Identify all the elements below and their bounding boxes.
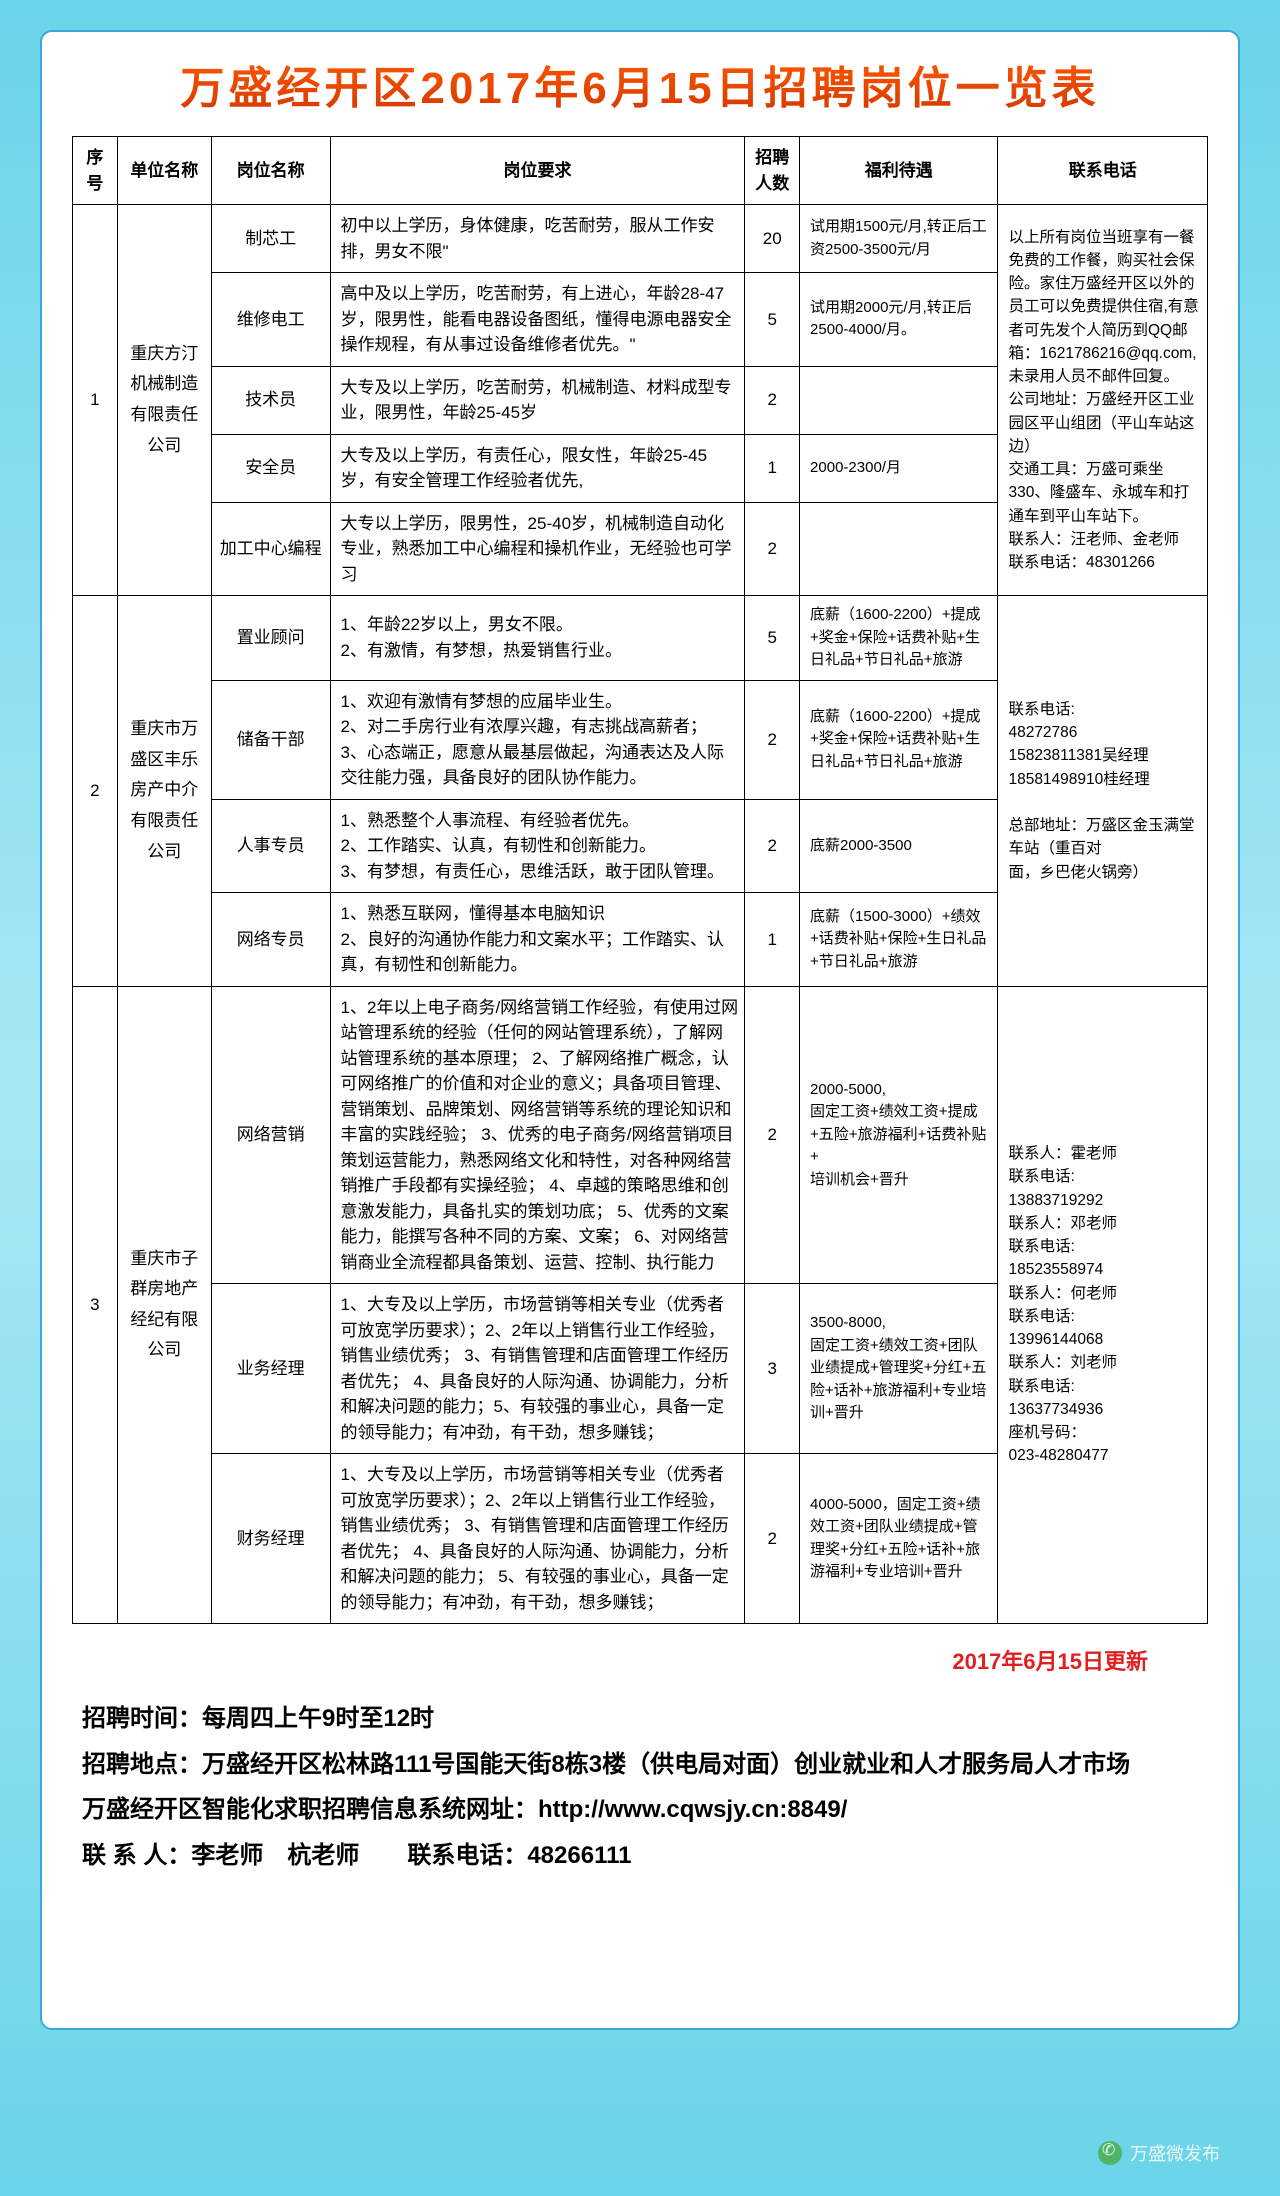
cell-benefits: 4000-5000，固定工资+绩效工资+团队业绩提成+管理奖+分红+五险+话补+…	[800, 1454, 998, 1624]
footer-block: 招聘时间：每周四上午9时至12时 招聘地点：万盛经开区松林路111号国能天街8栋…	[72, 1696, 1208, 1878]
footer-line3: 万盛经开区智能化求职招聘信息系统网址：http://www.cqwsjy.cn:…	[82, 1787, 1208, 1833]
cell-contact: 联系电话: 48272786 15823811381吴经理 1858149891…	[998, 596, 1208, 987]
footer-line4: 联 系 人：李老师 杭老师 联系电话：48266111	[82, 1833, 1208, 1879]
cell-num: 2	[745, 986, 800, 1284]
update-note: 2017年6月15日更新	[72, 1644, 1148, 1676]
cell-company: 重庆市万盛区丰乐房产中介有限责任公司	[117, 596, 211, 987]
cell-requirements: 大专及以上学历，吃苦耐劳，机械制造、材料成型专业，限男性，年龄25-45岁	[330, 366, 745, 434]
cell-benefits	[800, 366, 998, 434]
cell-position: 技术员	[211, 366, 330, 434]
cell-benefits: 底薪（1600-2200）+提成+奖金+保险+话费补贴+生日礼品+节日礼品+旅游	[800, 596, 998, 681]
wechat-icon	[1098, 2141, 1122, 2165]
cell-requirements: 大专以上学历，限男性，25-40岁，机械制造自动化专业，熟悉加工中心编程和操机作…	[330, 502, 745, 596]
cell-benefits: 2000-5000, 固定工资+绩效工资+提成+五险+旅游福利+话费补贴+ 培训…	[800, 986, 998, 1284]
cell-requirements: 1、熟悉互联网，懂得基本电脑知识 2、良好的沟通协作能力和文案水平；工作踏实、认…	[330, 893, 745, 987]
th-contact: 联系电话	[998, 137, 1208, 205]
table-body: 1重庆方汀机械制造有限责任公司制芯工初中以上学历，身体健康，吃苦耐劳，服从工作安…	[73, 205, 1208, 1624]
cell-requirements: 1、年龄22岁以上，男女不限。 2、有激情，有梦想，热爱销售行业。	[330, 596, 745, 681]
cell-num: 5	[745, 273, 800, 367]
cell-position: 安全员	[211, 434, 330, 502]
cell-benefits: 3500-8000, 固定工资+绩效工资+团队业绩提成+管理奖+分红+五险+话补…	[800, 1284, 998, 1454]
cell-benefits: 底薪（1600-2200）+提成+奖金+保险+话费补贴+生日礼品+节日礼品+旅游	[800, 680, 998, 799]
cell-requirements: 1、大专及以上学历，市场营销等相关专业（优秀者可放宽学历要求）；2、2年以上销售…	[330, 1284, 745, 1454]
cell-num: 2	[745, 366, 800, 434]
cell-position: 网络营销	[211, 986, 330, 1284]
th-benefits: 福利待遇	[800, 137, 998, 205]
cell-requirements: 大专及以上学历，有责任心，限女性，年龄25-45岁，有安全管理工作经验者优先,	[330, 434, 745, 502]
cell-requirements: 高中及以上学历，吃苦耐劳，有上进心，年龄28-47岁，限男性，能看电器设备图纸，…	[330, 273, 745, 367]
cell-company: 重庆方汀机械制造有限责任公司	[117, 205, 211, 596]
cell-position: 加工中心编程	[211, 502, 330, 596]
cell-position: 财务经理	[211, 1454, 330, 1624]
table-header-row: 序号 单位名称 岗位名称 岗位要求 招聘人数 福利待遇 联系电话	[73, 137, 1208, 205]
cell-requirements: 初中以上学历，身体健康，吃苦耐劳，服从工作安排，男女不限"	[330, 205, 745, 273]
cell-position: 网络专员	[211, 893, 330, 987]
cell-benefits: 底薪2000-3500	[800, 799, 998, 893]
cell-contact: 联系人：霍老师 联系电话: 13883719292 联系人：邓老师 联系电话: …	[998, 986, 1208, 1624]
cell-num: 2	[745, 799, 800, 893]
th-num: 招聘人数	[745, 137, 800, 205]
cell-seq: 3	[73, 986, 118, 1624]
cell-benefits: 底薪（1500-3000）+绩效+话费补贴+保险+生日礼品+节日礼品+旅游	[800, 893, 998, 987]
cell-company: 重庆市子群房地产经纪有限公司	[117, 986, 211, 1624]
cell-benefits	[800, 502, 998, 596]
cell-num: 1	[745, 434, 800, 502]
th-company: 单位名称	[117, 137, 211, 205]
cell-num: 2	[745, 1454, 800, 1624]
cell-requirements: 1、2年以上电子商务/网络营销工作经验，有使用过网站管理系统的经验（任何的网站管…	[330, 986, 745, 1284]
cell-contact: 以上所有岗位当班享有一餐免费的工作餐，购买社会保险。家住万盛经开区以外的员工可以…	[998, 205, 1208, 596]
cell-seq: 1	[73, 205, 118, 596]
cell-requirements: 1、欢迎有激情有梦想的应届毕业生。 2、对二手房行业有浓厚兴趣，有志挑战高薪者；…	[330, 680, 745, 799]
th-req: 岗位要求	[330, 137, 745, 205]
cell-num: 5	[745, 596, 800, 681]
table-row: 1重庆方汀机械制造有限责任公司制芯工初中以上学历，身体健康，吃苦耐劳，服从工作安…	[73, 205, 1208, 273]
cell-seq: 2	[73, 596, 118, 987]
cell-benefits: 2000-2300/月	[800, 434, 998, 502]
wechat-badge: 万盛微发布	[1098, 2140, 1220, 2166]
cell-position: 人事专员	[211, 799, 330, 893]
cell-benefits: 试用期1500元/月,转正后工资2500-3500元/月	[800, 205, 998, 273]
th-position: 岗位名称	[211, 137, 330, 205]
th-seq: 序号	[73, 137, 118, 205]
cell-num: 2	[745, 502, 800, 596]
table-row: 3重庆市子群房地产经纪有限公司网络营销1、2年以上电子商务/网络营销工作经验，有…	[73, 986, 1208, 1284]
cell-requirements: 1、大专及以上学历，市场营销等相关专业（优秀者可放宽学历要求）；2、2年以上销售…	[330, 1454, 745, 1624]
cell-position: 制芯工	[211, 205, 330, 273]
footer-line2: 招聘地点：万盛经开区松林路111号国能天街8栋3楼（供电局对面）创业就业和人才服…	[82, 1742, 1208, 1788]
footer-line1: 招聘时间：每周四上午9时至12时	[82, 1696, 1208, 1742]
wechat-label: 万盛微发布	[1130, 2140, 1220, 2166]
cell-requirements: 1、熟悉整个人事流程、有经验者优先。 2、工作踏实、认真，有韧性和创新能力。 3…	[330, 799, 745, 893]
cell-num: 20	[745, 205, 800, 273]
cell-position: 维修电工	[211, 273, 330, 367]
cell-num: 3	[745, 1284, 800, 1454]
page-title: 万盛经开区2017年6月15日招聘岗位一览表	[72, 52, 1208, 116]
cell-num: 1	[745, 893, 800, 987]
cell-position: 储备干部	[211, 680, 330, 799]
cell-position: 业务经理	[211, 1284, 330, 1454]
table-row: 2重庆市万盛区丰乐房产中介有限责任公司置业顾问1、年龄22岁以上，男女不限。 2…	[73, 596, 1208, 681]
cell-num: 2	[745, 680, 800, 799]
cell-position: 置业顾问	[211, 596, 330, 681]
main-panel: 万盛经开区2017年6月15日招聘岗位一览表 序号 单位名称 岗位名称 岗位要求…	[40, 30, 1240, 2030]
recruitment-table: 序号 单位名称 岗位名称 岗位要求 招聘人数 福利待遇 联系电话 1重庆方汀机械…	[72, 136, 1208, 1624]
cell-benefits: 试用期2000元/月,转正后2500-4000/月。	[800, 273, 998, 367]
